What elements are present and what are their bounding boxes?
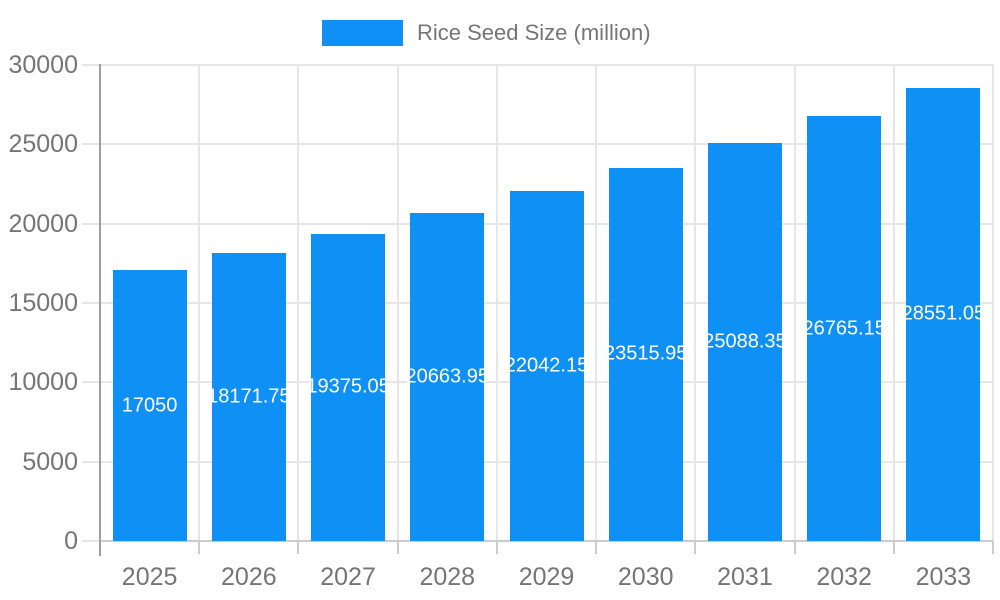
bar-2033[interactable] xyxy=(906,87,981,541)
y-axis-label-5000: 5000 xyxy=(22,447,78,476)
x-tick xyxy=(892,541,895,554)
v-gridline xyxy=(595,64,598,541)
y-axis-label-30000: 30000 xyxy=(8,51,78,79)
bar-value-label-2028: 20663.95 xyxy=(405,365,489,388)
bar-value-label-2032: 26765.15 xyxy=(802,317,886,340)
bar-2025[interactable] xyxy=(112,270,187,541)
x-tick xyxy=(198,541,201,554)
y-axis-label-15000: 15000 xyxy=(8,289,78,317)
legend[interactable]: Rice Seed Size (million) xyxy=(322,20,651,46)
y-axis-label-25000: 25000 xyxy=(8,130,78,159)
bar-2028[interactable] xyxy=(410,213,485,541)
v-gridline xyxy=(793,64,796,541)
y-tick xyxy=(82,540,100,542)
bar-2027[interactable] xyxy=(311,233,386,541)
bar-2026[interactable] xyxy=(211,252,286,541)
y-tick xyxy=(82,302,100,304)
legend-swatch-icon xyxy=(322,20,403,46)
y-axis-label-10000: 10000 xyxy=(8,368,78,397)
y-tick xyxy=(82,143,100,146)
bar-value-label-2025: 17050 xyxy=(121,394,178,417)
x-axis-line xyxy=(100,540,993,542)
x-tick xyxy=(495,541,498,554)
x-axis-label-2025: 2025 xyxy=(121,563,178,591)
y-axis-line xyxy=(99,64,101,556)
legend-label: Rice Seed Size (million) xyxy=(417,20,651,45)
x-axis-label-2027: 2027 xyxy=(320,563,376,591)
x-tick xyxy=(992,541,994,554)
x-axis-label-2028: 2028 xyxy=(419,563,476,591)
x-tick xyxy=(793,541,796,554)
x-tick xyxy=(396,541,399,554)
bar-value-label-2030: 23515.95 xyxy=(604,342,688,365)
x-axis-label-2033: 2033 xyxy=(915,563,972,591)
bar-value-label-2026: 18171.75 xyxy=(207,385,291,408)
v-gridline xyxy=(892,64,895,541)
y-tick xyxy=(82,222,100,225)
x-axis-label-2031: 2031 xyxy=(717,563,773,591)
h-gridline xyxy=(100,143,993,146)
x-tick xyxy=(297,541,300,554)
bar-value-label-2029: 22042.15 xyxy=(504,354,589,377)
y-tick xyxy=(82,460,100,463)
bar-value-label-2033: 28551.05 xyxy=(901,302,986,325)
x-axis-label-2030: 2030 xyxy=(617,563,674,591)
y-axis-label-20000: 20000 xyxy=(8,209,78,238)
x-tick xyxy=(694,541,697,554)
v-gridline xyxy=(198,64,201,541)
v-gridline xyxy=(992,64,994,541)
x-axis-label-2032: 2032 xyxy=(816,563,872,591)
bar-2031[interactable] xyxy=(707,142,782,541)
x-tick xyxy=(595,541,598,554)
x-axis-label-2026: 2026 xyxy=(221,563,277,591)
h-gridline xyxy=(100,64,993,66)
bar-2032[interactable] xyxy=(807,116,882,541)
x-axis-label-2029: 2029 xyxy=(518,563,575,591)
y-tick xyxy=(82,381,100,384)
bar-value-label-2031: 25088.35 xyxy=(703,330,787,353)
bar-2030[interactable] xyxy=(608,167,683,541)
v-gridline xyxy=(297,64,300,541)
v-gridline xyxy=(495,64,498,541)
y-axis-label-0: 0 xyxy=(64,527,78,555)
v-gridline xyxy=(694,64,697,541)
y-tick xyxy=(82,64,100,66)
bar-2029[interactable] xyxy=(509,191,584,541)
bar-value-label-2027: 19375.05 xyxy=(306,375,390,398)
v-gridline xyxy=(396,64,399,541)
